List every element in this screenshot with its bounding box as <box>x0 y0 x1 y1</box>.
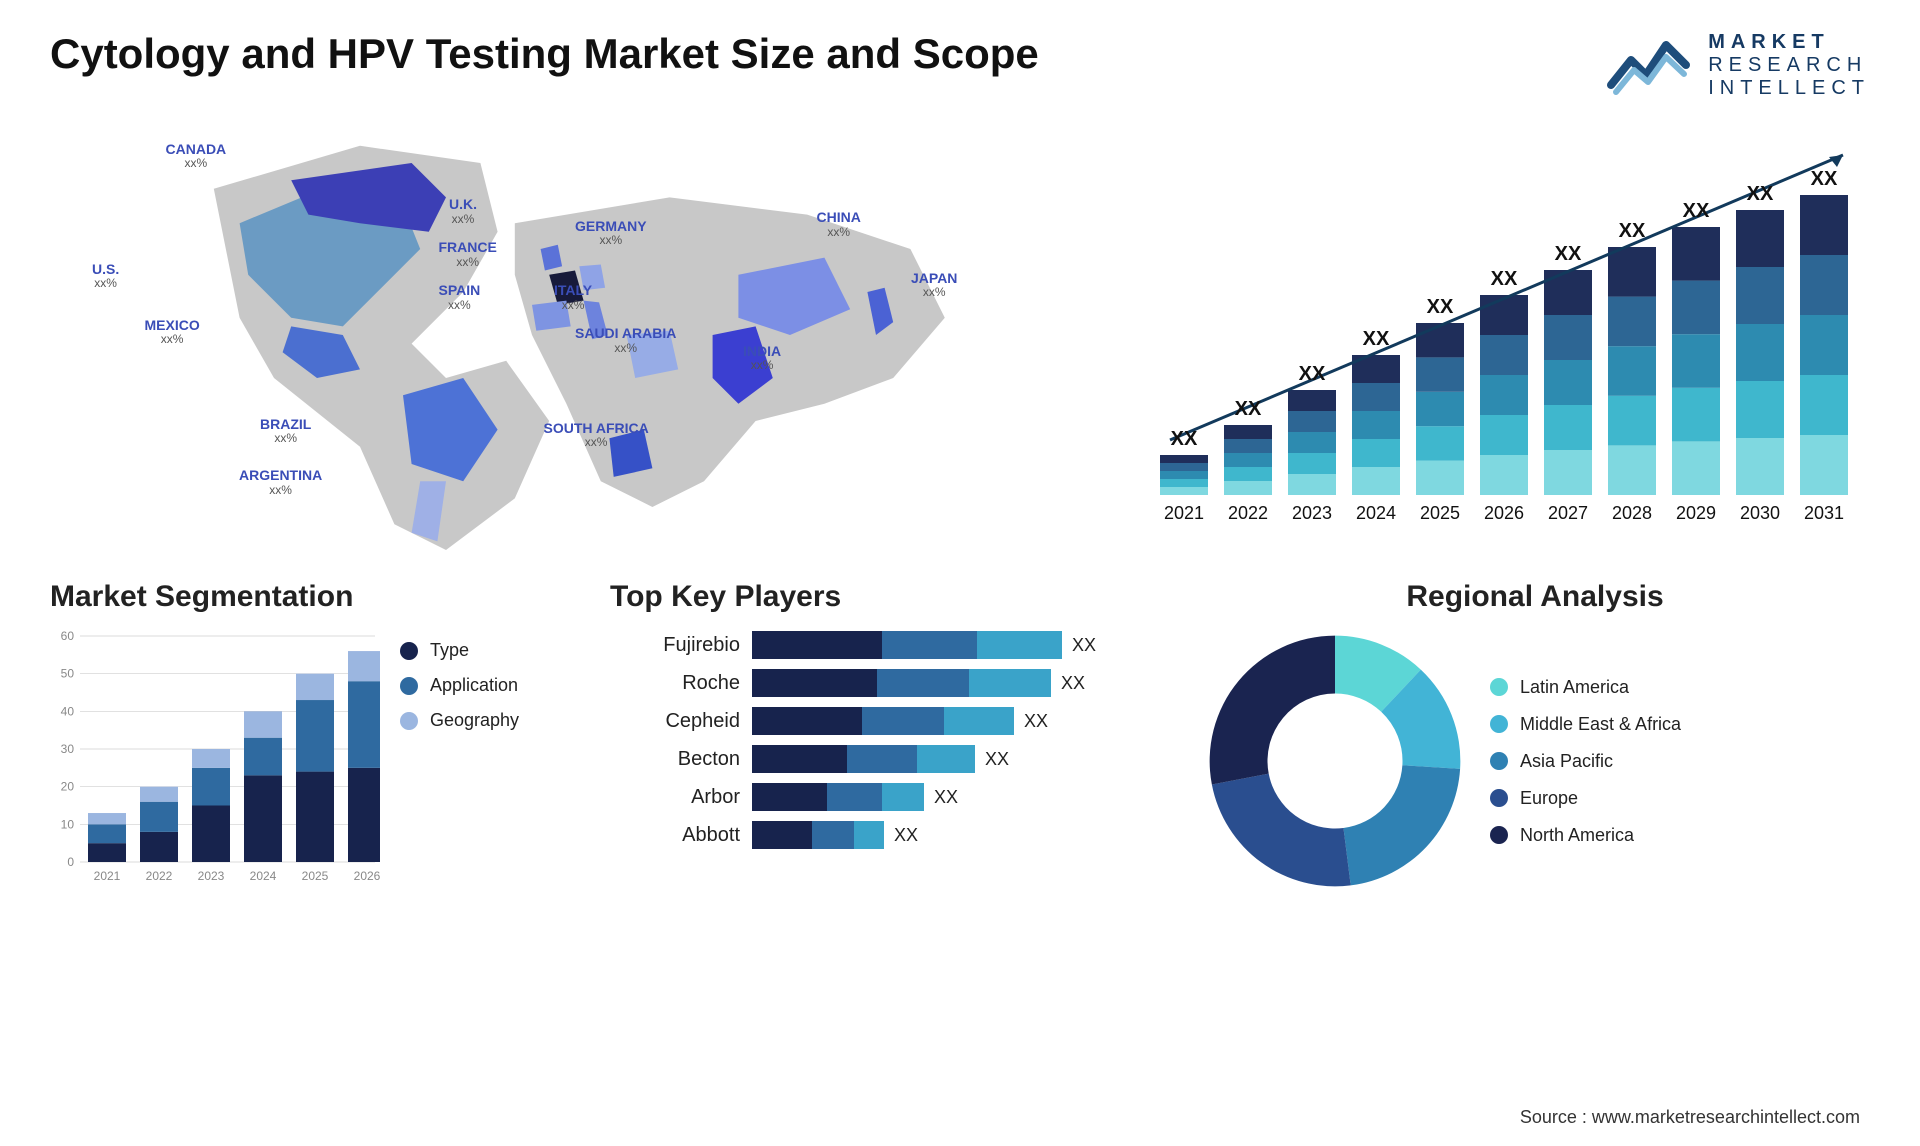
svg-text:XX: XX <box>1427 296 1454 318</box>
svg-text:XX: XX <box>1811 168 1838 190</box>
svg-text:2026: 2026 <box>1484 503 1524 523</box>
player-label: Fujirebio <box>610 626 740 664</box>
logo-text-2: RESEARCH <box>1708 54 1870 77</box>
svg-text:2025: 2025 <box>1420 503 1460 523</box>
svg-text:XX: XX <box>1491 268 1518 290</box>
segmentation-chart: 0 10 20 30 40 50 60 2021 2022 2023 2024 2025 2026 <box>50 626 380 886</box>
logo-text-1: MARKET <box>1708 31 1870 54</box>
svg-text:0: 0 <box>67 855 74 869</box>
map-label-france: FRANCExx% <box>439 240 497 269</box>
regional-legend-item: North America <box>1490 825 1681 846</box>
brand-logo: MARKET RESEARCH INTELLECT <box>1606 30 1870 100</box>
regional-panel: Regional Analysis Latin America Middle Ea… <box>1200 580 1870 896</box>
svg-text:2024: 2024 <box>1356 503 1396 523</box>
logo-mark-icon <box>1606 30 1696 100</box>
player-bar-row: XX <box>752 778 1170 816</box>
segmentation-legend-item: Geography <box>400 710 519 731</box>
player-label: Cepheid <box>610 702 740 740</box>
svg-text:20: 20 <box>61 780 75 794</box>
player-label: Arbor <box>610 778 740 816</box>
svg-text:2029: 2029 <box>1676 503 1716 523</box>
players-title: Top Key Players <box>610 580 1170 614</box>
svg-text:40: 40 <box>61 704 75 718</box>
svg-text:2031: 2031 <box>1804 503 1844 523</box>
logo-text-3: INTELLECT <box>1708 77 1870 100</box>
regional-legend: Latin America Middle East & Africa Asia Pa… <box>1490 661 1681 862</box>
regional-donut <box>1200 626 1470 896</box>
forecast-chart: XX 2021 XX 2022 XX 2023 XX 2024 XX 2025 XX 2026 XX 20… <box>1140 120 1870 550</box>
map-label-spain: SPAINxx% <box>439 283 481 312</box>
svg-text:XX: XX <box>1555 243 1582 265</box>
player-bar-row: XX <box>752 626 1170 664</box>
regional-legend-item: Middle East & Africa <box>1490 714 1681 735</box>
players-labels: FujirebioRocheCepheidBectonArborAbbott <box>610 626 740 854</box>
segmentation-panel: Market Segmentation 0 10 20 30 40 50 60 2021 202… <box>50 580 580 896</box>
svg-text:2025: 2025 <box>302 869 329 883</box>
svg-text:2021: 2021 <box>1164 503 1204 523</box>
svg-text:2022: 2022 <box>1228 503 1268 523</box>
map-label-u-k-: U.K.xx% <box>449 197 477 226</box>
player-label: Becton <box>610 740 740 778</box>
regional-legend-item: Latin America <box>1490 677 1681 698</box>
svg-text:XX: XX <box>1619 220 1646 242</box>
map-label-u-s-: U.S.xx% <box>92 262 119 291</box>
svg-text:2023: 2023 <box>198 869 225 883</box>
map-label-mexico: MEXICOxx% <box>145 318 200 347</box>
svg-text:2024: 2024 <box>250 869 277 883</box>
svg-text:XX: XX <box>1171 428 1198 450</box>
regional-title: Regional Analysis <box>1200 580 1870 614</box>
segmentation-legend-item: Type <box>400 640 519 661</box>
segmentation-legend: Type Application Geography <box>400 626 519 745</box>
segmentation-svg: 0 10 20 30 40 50 60 2021 2022 2023 2024 2025 2026 <box>50 626 380 886</box>
map-label-germany: GERMANYxx% <box>575 219 647 248</box>
map-label-argentina: ARGENTINAxx% <box>239 468 322 497</box>
map-label-japan: JAPANxx% <box>911 271 957 300</box>
source-attribution: Source : www.marketresearchintellect.com <box>1520 1107 1860 1128</box>
player-bar-row: XX <box>752 702 1170 740</box>
svg-text:50: 50 <box>61 667 75 681</box>
segmentation-title: Market Segmentation <box>50 580 580 614</box>
players-panel: Top Key Players FujirebioRocheCepheidBec… <box>610 580 1170 896</box>
svg-text:XX: XX <box>1299 363 1326 385</box>
regional-legend-item: Europe <box>1490 788 1681 809</box>
player-bar-row: XX <box>752 740 1170 778</box>
map-label-south-africa: SOUTH AFRICAxx% <box>544 421 649 450</box>
forecast-svg: XX 2021 XX 2022 XX 2023 XX 2024 XX 2025 XX 2026 XX 20… <box>1140 120 1870 550</box>
svg-text:2022: 2022 <box>146 869 173 883</box>
svg-text:2026: 2026 <box>354 869 380 883</box>
svg-text:60: 60 <box>61 629 75 643</box>
player-label: Roche <box>610 664 740 702</box>
svg-text:10: 10 <box>61 817 75 831</box>
players-bars: XXXXXXXXXXXX <box>752 626 1170 854</box>
player-label: Abbott <box>610 816 740 854</box>
segmentation-legend-item: Application <box>400 675 519 696</box>
map-label-india: INDIAxx% <box>743 344 781 373</box>
svg-text:XX: XX <box>1683 200 1710 222</box>
player-bar-row: XX <box>752 816 1170 854</box>
regional-legend-item: Asia Pacific <box>1490 751 1681 772</box>
map-label-canada: CANADAxx% <box>166 142 227 171</box>
map-label-saudi-arabia: SAUDI ARABIAxx% <box>575 326 676 355</box>
map-label-italy: ITALYxx% <box>554 283 592 312</box>
svg-text:XX: XX <box>1363 328 1390 350</box>
svg-text:XX: XX <box>1235 398 1262 420</box>
svg-text:30: 30 <box>61 742 75 756</box>
svg-text:2028: 2028 <box>1612 503 1652 523</box>
map-label-china: CHINAxx% <box>817 210 861 239</box>
player-bar-row: XX <box>752 664 1170 702</box>
svg-text:2023: 2023 <box>1292 503 1332 523</box>
svg-text:2021: 2021 <box>94 869 121 883</box>
page-title: Cytology and HPV Testing Market Size and… <box>50 30 1039 78</box>
world-map: CANADAxx% U.S.xx% MEXICOxx% BRAZILxx% ARGENT… <box>50 120 1100 550</box>
svg-text:2030: 2030 <box>1740 503 1780 523</box>
map-label-brazil: BRAZILxx% <box>260 417 311 446</box>
svg-text:XX: XX <box>1747 183 1774 205</box>
svg-text:2027: 2027 <box>1548 503 1588 523</box>
